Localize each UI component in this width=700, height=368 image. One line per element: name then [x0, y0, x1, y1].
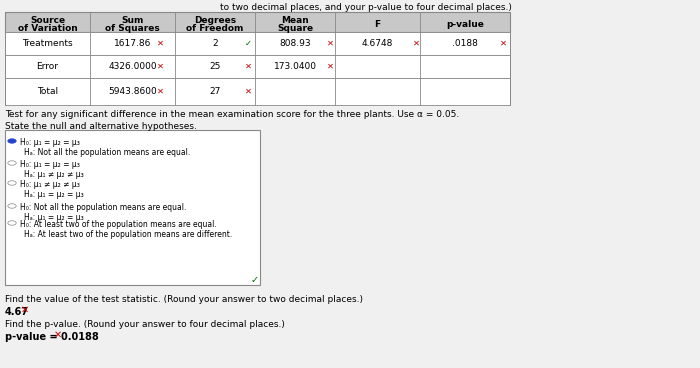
Text: ✕: ✕ [326, 39, 333, 48]
Circle shape [8, 204, 16, 208]
Text: Find the p-value. (Round your answer to four decimal places.): Find the p-value. (Round your answer to … [5, 320, 285, 329]
Text: Hₐ: μ₁ = μ₂ = μ₃: Hₐ: μ₁ = μ₂ = μ₃ [24, 213, 84, 222]
Text: F: F [374, 20, 381, 29]
Bar [5, 78, 510, 105]
Text: .0188: .0188 [452, 39, 478, 48]
Text: 173.0400: 173.0400 [274, 62, 316, 71]
Text: of Squares: of Squares [105, 24, 160, 33]
Text: Hₐ: μ₁ ≠ μ₂ ≠ μ₃: Hₐ: μ₁ ≠ μ₂ ≠ μ₃ [24, 170, 84, 179]
Text: 2: 2 [212, 39, 218, 48]
Text: 808.93: 808.93 [279, 39, 311, 48]
Text: 1617.86: 1617.86 [114, 39, 151, 48]
Text: ✕: ✕ [412, 39, 419, 48]
Text: State the null and alternative hypotheses.: State the null and alternative hypothese… [5, 122, 197, 131]
Circle shape [8, 221, 16, 225]
Text: 4326.0000: 4326.0000 [108, 62, 157, 71]
Text: ✕: ✕ [157, 87, 164, 96]
Text: ✕: ✕ [244, 62, 251, 71]
Circle shape [8, 181, 16, 185]
Text: ✕: ✕ [500, 39, 507, 48]
Text: Hₐ: At least two of the population means are different.: Hₐ: At least two of the population means… [24, 230, 232, 239]
Text: Total: Total [37, 87, 58, 96]
Circle shape [8, 161, 16, 165]
Text: H₀: μ₁ ≠ μ₂ ≠ μ₃: H₀: μ₁ ≠ μ₂ ≠ μ₃ [20, 180, 80, 189]
Bar [5, 12, 510, 32]
Text: ✕: ✕ [244, 87, 251, 96]
Bar [5, 32, 510, 55]
Text: ✓: ✓ [251, 275, 259, 285]
Text: p-value = 0.0188: p-value = 0.0188 [5, 332, 99, 342]
Text: Hₐ: μ₁ = μ₂ = μ₃: Hₐ: μ₁ = μ₂ = μ₃ [24, 190, 84, 199]
Text: of Freedom: of Freedom [186, 24, 244, 33]
Text: ✕: ✕ [157, 62, 164, 71]
Bar [5, 55, 510, 78]
Text: 27: 27 [209, 87, 220, 96]
Text: Test for any significant difference in the mean examination score for the three : Test for any significant difference in t… [5, 110, 459, 119]
Text: H₀: At least two of the population means are equal.: H₀: At least two of the population means… [20, 220, 217, 229]
Text: Source: Source [30, 16, 65, 25]
Text: H₀: μ₁ = μ₂ = μ₃: H₀: μ₁ = μ₂ = μ₃ [20, 138, 80, 147]
Text: p-value: p-value [446, 20, 484, 29]
Text: Square: Square [277, 24, 313, 33]
Text: ✕: ✕ [54, 330, 62, 340]
Text: Find the value of the test statistic. (Round your answer to two decimal places.): Find the value of the test statistic. (R… [5, 295, 363, 304]
Text: ✕: ✕ [157, 39, 164, 48]
Text: Error: Error [36, 62, 59, 71]
Text: 4.67: 4.67 [5, 307, 29, 317]
Bar [5, 130, 260, 285]
Text: 4.6748: 4.6748 [362, 39, 393, 48]
Text: 5943.8600: 5943.8600 [108, 87, 157, 96]
Text: H₀: Not all the population means are equal.: H₀: Not all the population means are equ… [20, 203, 186, 212]
Text: ✕: ✕ [21, 305, 29, 315]
Text: H₀: μ₁ = μ₂ = μ₃: H₀: μ₁ = μ₂ = μ₃ [20, 160, 80, 169]
Text: Treatments: Treatments [22, 39, 73, 48]
Text: 25: 25 [209, 62, 220, 71]
Text: Hₐ: Not all the population means are equal.: Hₐ: Not all the population means are equ… [24, 148, 190, 157]
Text: Sum: Sum [121, 16, 144, 25]
Text: Degrees: Degrees [194, 16, 236, 25]
Circle shape [8, 139, 16, 143]
Text: to two decimal places, and your p-value to four decimal places.): to two decimal places, and your p-value … [220, 3, 512, 12]
Text: Mean: Mean [281, 16, 309, 25]
Text: ✕: ✕ [326, 62, 333, 71]
Text: of Variation: of Variation [18, 24, 78, 33]
Text: ✓: ✓ [244, 39, 251, 48]
